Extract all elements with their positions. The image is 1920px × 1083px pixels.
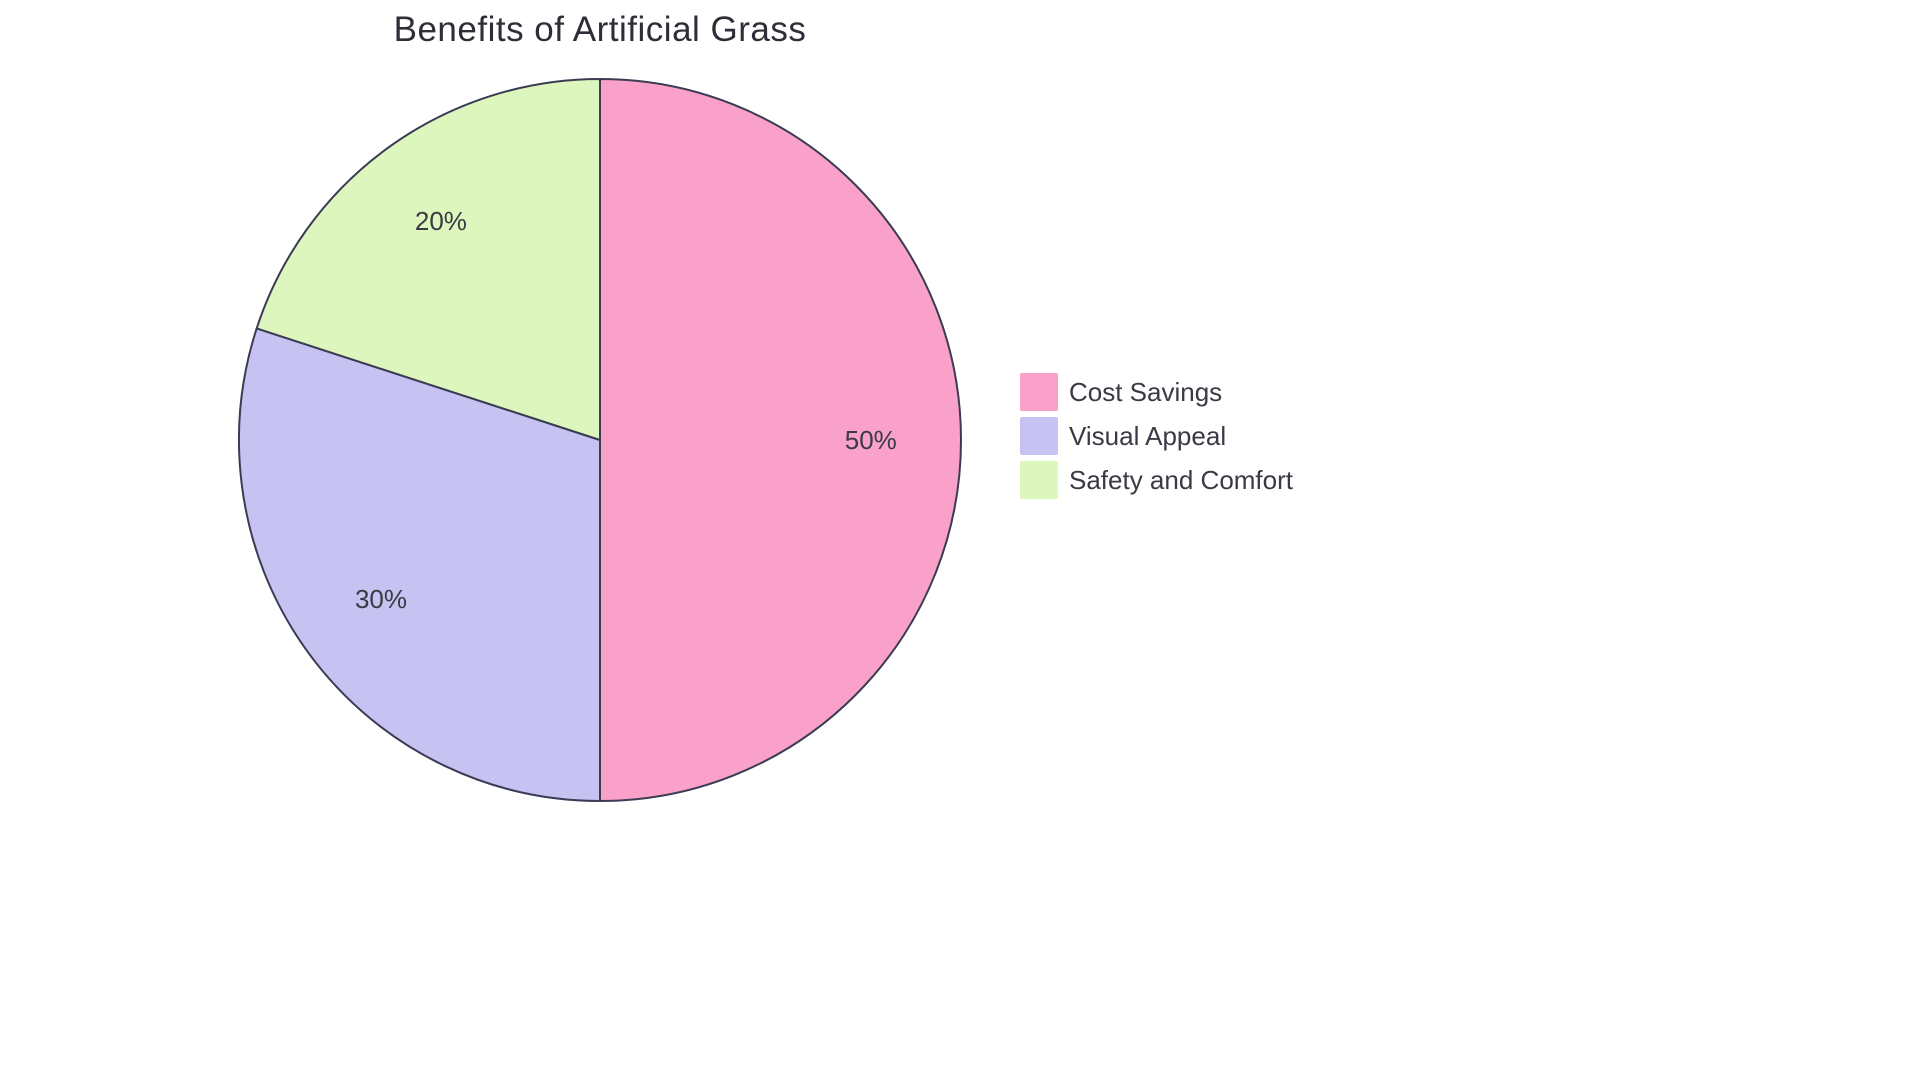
legend-swatch [1020,461,1058,499]
legend-item: Visual Appeal [1020,417,1293,455]
legend-swatch [1020,417,1058,455]
pie-slice-safety-and-comfort [255,78,601,441]
legend-label: Safety and Comfort [1069,464,1293,495]
legend-label: Cost Savings [1069,376,1223,407]
slice-value-label: 50% [845,425,897,455]
chart-legend: Cost Savings Visual Appeal Safety and Comf… [1020,373,1293,499]
slice-value-label: 30% [355,584,407,614]
pie-slice-visual-appeal [238,327,601,802]
pie-slice-cost-savings [599,78,962,802]
legend-swatch [1020,373,1058,411]
legend-item: Cost Savings [1020,373,1293,411]
slice-value-label: 20% [415,206,467,236]
chart-title: Benefits of Artificial Grass [393,10,807,49]
legend-item: Safety and Comfort [1020,461,1293,499]
legend-label: Visual Appeal [1069,420,1227,451]
